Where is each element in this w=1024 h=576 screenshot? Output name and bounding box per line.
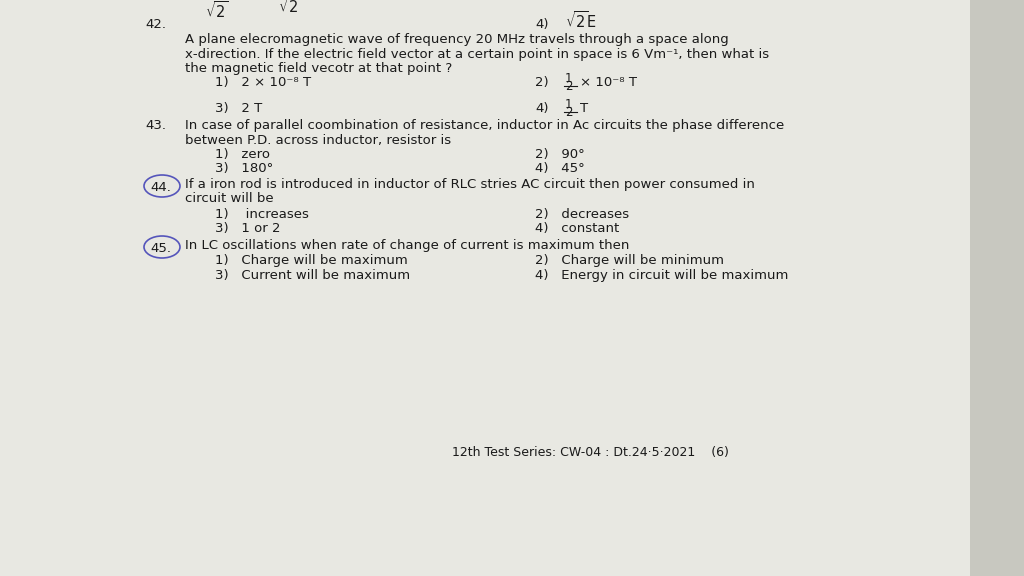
FancyBboxPatch shape xyxy=(0,0,970,576)
Text: $\sqrt{2}$E: $\sqrt{2}$E xyxy=(565,10,597,31)
Text: 4)   45°: 4) 45° xyxy=(535,162,585,175)
Text: 45.: 45. xyxy=(150,242,171,255)
Text: 4)   constant: 4) constant xyxy=(535,222,620,235)
Text: 3)   180°: 3) 180° xyxy=(215,162,273,175)
Text: 1)    increases: 1) increases xyxy=(215,208,309,221)
Text: circuit will be: circuit will be xyxy=(185,192,273,205)
Text: 12th Test Series: CW-04 : Dt.24·5·2021    (6): 12th Test Series: CW-04 : Dt.24·5·2021 (… xyxy=(452,446,728,459)
Text: × 10⁻⁸ T: × 10⁻⁸ T xyxy=(580,76,637,89)
Text: $\sqrt{2}$: $\sqrt{2}$ xyxy=(279,0,302,16)
Text: T: T xyxy=(580,102,588,115)
Text: In case of parallel coombination of resistance, inductor in Ac circuits the phas: In case of parallel coombination of resi… xyxy=(185,119,784,132)
Text: 2: 2 xyxy=(565,106,572,119)
Text: 4): 4) xyxy=(535,102,549,115)
Text: 2)   90°: 2) 90° xyxy=(535,148,585,161)
Text: $\sqrt{2}$: $\sqrt{2}$ xyxy=(205,0,228,21)
Text: 2): 2) xyxy=(535,76,549,89)
Text: 4)   Energy in circuit will be maximum: 4) Energy in circuit will be maximum xyxy=(535,269,788,282)
Text: 2)   decreases: 2) decreases xyxy=(535,208,629,221)
Text: 1)   zero: 1) zero xyxy=(215,148,270,161)
Text: 43.: 43. xyxy=(145,119,166,132)
Text: In LC oscillations when rate of change of current is maximum then: In LC oscillations when rate of change o… xyxy=(185,239,630,252)
Text: 1: 1 xyxy=(565,98,572,111)
Text: 2: 2 xyxy=(565,80,572,93)
Text: the magnetic field vecotr at that point ?: the magnetic field vecotr at that point … xyxy=(185,62,453,75)
Text: 1)   Charge will be maximum: 1) Charge will be maximum xyxy=(215,254,408,267)
Text: 3)   2 T: 3) 2 T xyxy=(215,102,262,115)
Text: A plane elecromagnetic wave of frequency 20 MHz travels through a space along: A plane elecromagnetic wave of frequency… xyxy=(185,33,729,46)
Text: between P.D. across inductor, resistor is: between P.D. across inductor, resistor i… xyxy=(185,134,452,147)
Text: 44.: 44. xyxy=(150,181,171,194)
Text: x-direction. If the electric field vector at a certain point in space is 6 Vm⁻¹,: x-direction. If the electric field vecto… xyxy=(185,48,769,61)
Text: 4): 4) xyxy=(535,18,549,31)
Text: 3)   1 or 2: 3) 1 or 2 xyxy=(215,222,281,235)
Text: 1: 1 xyxy=(565,72,572,85)
Text: If a iron rod is introduced in inductor of RLC stries AC circuit then power cons: If a iron rod is introduced in inductor … xyxy=(185,178,755,191)
Text: 1)   2 × 10⁻⁸ T: 1) 2 × 10⁻⁸ T xyxy=(215,76,311,89)
Text: 42.: 42. xyxy=(145,18,166,31)
Text: 3)   Current will be maximum: 3) Current will be maximum xyxy=(215,269,411,282)
Text: 2)   Charge will be minimum: 2) Charge will be minimum xyxy=(535,254,724,267)
